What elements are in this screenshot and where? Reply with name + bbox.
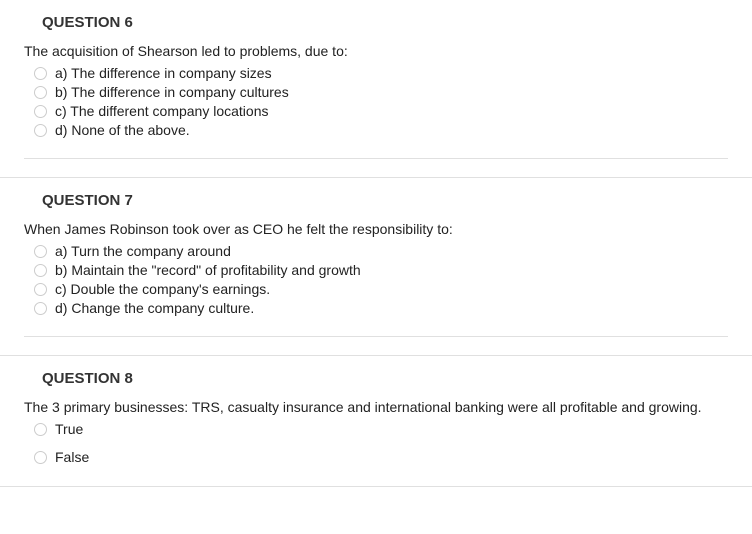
question-block-8: QUESTION 8 The 3 primary businesses: TRS…: [0, 356, 752, 487]
radio-icon[interactable]: [34, 302, 47, 315]
radio-icon[interactable]: [34, 124, 47, 137]
option-label: d) Change the company culture.: [55, 300, 254, 316]
divider: [24, 158, 728, 159]
option-row[interactable]: a) The difference in company sizes: [34, 65, 728, 81]
option-row[interactable]: c) The different company locations: [34, 103, 728, 119]
question-title: QUESTION 6: [42, 14, 728, 31]
option-row[interactable]: d) None of the above.: [34, 122, 728, 138]
options-list: a) The difference in company sizes b) Th…: [34, 65, 728, 138]
radio-icon[interactable]: [34, 86, 47, 99]
radio-icon[interactable]: [34, 423, 47, 436]
option-row[interactable]: a) Turn the company around: [34, 243, 728, 259]
question-prompt: The 3 primary businesses: TRS, casualty …: [24, 399, 728, 415]
option-label: c) Double the company's earnings.: [55, 281, 270, 297]
option-row[interactable]: b) Maintain the "record" of profitabilit…: [34, 262, 728, 278]
radio-icon[interactable]: [34, 245, 47, 258]
option-label: a) The difference in company sizes: [55, 65, 272, 81]
question-prompt: The acquisition of Shearson led to probl…: [24, 43, 728, 59]
question-title: QUESTION 8: [42, 370, 728, 387]
question-block-7: QUESTION 7 When James Robinson took over…: [0, 178, 752, 356]
option-label: True: [55, 421, 83, 437]
option-label: a) Turn the company around: [55, 243, 231, 259]
question-prompt: When James Robinson took over as CEO he …: [24, 221, 728, 237]
option-label: d) None of the above.: [55, 122, 190, 138]
option-label: c) The different company locations: [55, 103, 269, 119]
option-row[interactable]: c) Double the company's earnings.: [34, 281, 728, 297]
option-row[interactable]: d) Change the company culture.: [34, 300, 728, 316]
divider: [24, 336, 728, 337]
radio-icon[interactable]: [34, 451, 47, 464]
option-row[interactable]: True: [34, 421, 728, 437]
option-label: b) The difference in company cultures: [55, 84, 289, 100]
options-list: True False: [34, 421, 728, 465]
radio-icon[interactable]: [34, 105, 47, 118]
question-block-6: QUESTION 6 The acquisition of Shearson l…: [0, 0, 752, 178]
option-label: False: [55, 449, 89, 465]
option-row[interactable]: b) The difference in company cultures: [34, 84, 728, 100]
option-label: b) Maintain the "record" of profitabilit…: [55, 262, 361, 278]
radio-icon[interactable]: [34, 283, 47, 296]
radio-icon[interactable]: [34, 67, 47, 80]
options-list: a) Turn the company around b) Maintain t…: [34, 243, 728, 316]
question-title: QUESTION 7: [42, 192, 728, 209]
radio-icon[interactable]: [34, 264, 47, 277]
option-row[interactable]: False: [34, 449, 728, 465]
